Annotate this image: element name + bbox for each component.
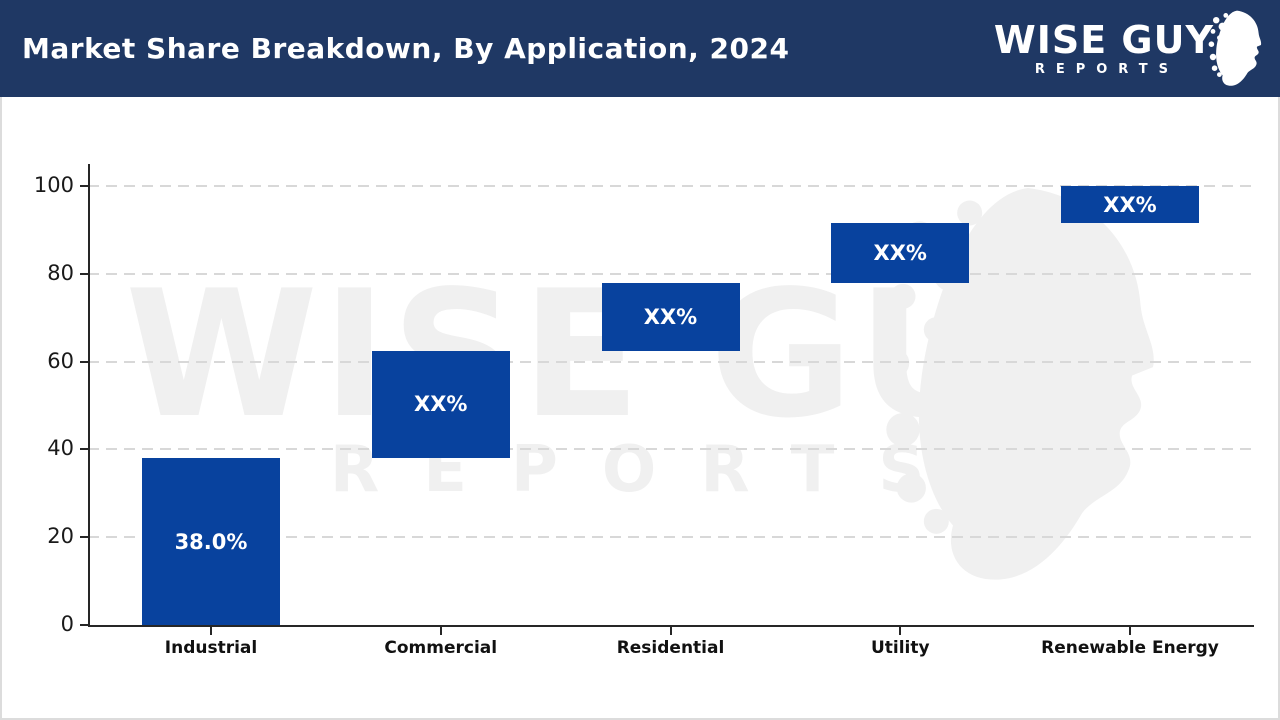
y-axis-tick xyxy=(80,185,88,187)
x-axis-tick xyxy=(1129,627,1131,635)
gridline xyxy=(88,360,1254,363)
bar-value-label: XX% xyxy=(643,304,698,329)
bar-value-label: 38.0% xyxy=(174,529,248,554)
bar-value-label: XX% xyxy=(414,392,468,417)
x-axis-tick xyxy=(669,627,672,635)
y-axis-tick xyxy=(80,360,88,363)
bar-commercial: XX% xyxy=(371,350,510,459)
logo-face-icon xyxy=(1208,9,1266,89)
bar-value-label: XX% xyxy=(1103,192,1157,217)
y-axis-tick xyxy=(80,448,88,451)
x-axis-tick xyxy=(439,627,442,635)
x-category-label: Utility xyxy=(870,638,930,658)
header-bar: Market Share Breakdown, By Application, … xyxy=(0,0,1280,97)
y-axis-tick xyxy=(80,536,88,539)
bar-renewable-energy: XX% xyxy=(1061,186,1199,224)
logo-text: WISE GUY REPORTS xyxy=(994,21,1214,76)
x-axis-line xyxy=(88,625,1254,627)
bar-value-label: XX% xyxy=(873,240,927,265)
y-tick-label: 40 xyxy=(47,436,74,461)
y-tick-label: 80 xyxy=(47,260,74,285)
logo-wordmark: WISE GUY xyxy=(993,18,1214,62)
bar-industrial: 38.0% xyxy=(142,458,280,625)
gridline xyxy=(88,185,1254,187)
gridline xyxy=(88,272,1254,275)
gridline xyxy=(88,448,1254,451)
y-axis-tick xyxy=(80,272,88,275)
y-tick-label: 20 xyxy=(47,524,74,549)
y-axis-tick xyxy=(80,624,88,626)
x-axis-tick xyxy=(210,627,212,635)
bar-residential: XX% xyxy=(601,282,740,351)
y-tick-label: 100 xyxy=(33,173,74,197)
x-category-label: Industrial xyxy=(164,638,258,658)
x-category-label: Renewable Energy xyxy=(1041,638,1219,658)
y-tick-label: 0 xyxy=(60,612,74,636)
wiseguy-logo: WISE GUY REPORTS xyxy=(994,9,1266,89)
x-category-label: Residential xyxy=(616,638,725,658)
logo-subtext: REPORTS xyxy=(1034,62,1179,77)
gridline xyxy=(88,536,1254,539)
page-title: Market Share Breakdown, By Application, … xyxy=(22,32,790,65)
x-axis-tick xyxy=(899,627,902,635)
bar-utility: XX% xyxy=(831,223,970,283)
y-axis-line xyxy=(88,164,90,627)
y-tick-label: 60 xyxy=(47,348,74,373)
x-category-label: Commercial xyxy=(384,638,498,658)
